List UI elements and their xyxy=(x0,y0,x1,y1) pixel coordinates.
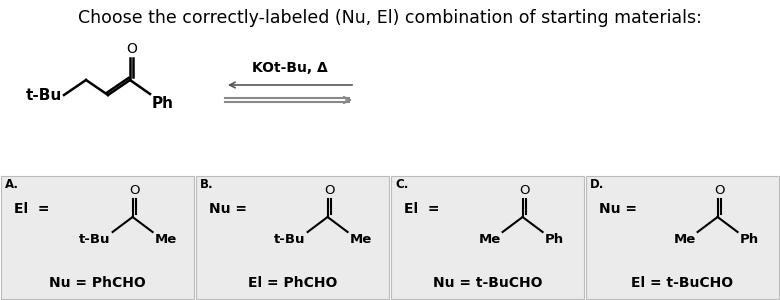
FancyBboxPatch shape xyxy=(391,176,584,299)
FancyBboxPatch shape xyxy=(1,176,194,299)
Text: Ph: Ph xyxy=(152,96,174,111)
Text: El  =: El = xyxy=(14,202,49,216)
FancyBboxPatch shape xyxy=(196,176,389,299)
Text: O: O xyxy=(129,184,140,197)
Text: C.: C. xyxy=(395,178,409,191)
Text: Me: Me xyxy=(349,233,372,246)
Text: D.: D. xyxy=(590,178,604,191)
Text: Nu = PhCHO: Nu = PhCHO xyxy=(49,276,146,290)
Text: KOt-Bu, Δ: KOt-Bu, Δ xyxy=(252,61,328,75)
Text: Me: Me xyxy=(673,233,696,246)
Text: Me: Me xyxy=(154,233,177,246)
Text: El = PhCHO: El = PhCHO xyxy=(248,276,337,290)
Text: Nu = t-BuCHO: Nu = t-BuCHO xyxy=(433,276,542,290)
Text: El  =: El = xyxy=(404,202,439,216)
Text: Ph: Ph xyxy=(544,233,564,246)
Text: El = t-BuCHO: El = t-BuCHO xyxy=(632,276,733,290)
Text: Nu =: Nu = xyxy=(209,202,247,216)
FancyBboxPatch shape xyxy=(586,176,779,299)
Text: A.: A. xyxy=(5,178,19,191)
Text: O: O xyxy=(714,184,725,197)
Text: Ph: Ph xyxy=(739,233,759,246)
Text: O: O xyxy=(519,184,530,197)
Text: O: O xyxy=(126,42,137,56)
Text: B.: B. xyxy=(200,178,214,191)
Text: Choose the correctly-labeled (Nu, El) combination of starting materials:: Choose the correctly-labeled (Nu, El) co… xyxy=(78,9,702,27)
Text: t-Bu: t-Bu xyxy=(26,88,62,103)
Text: O: O xyxy=(324,184,335,197)
Text: t-Bu: t-Bu xyxy=(274,233,306,246)
Text: Nu =: Nu = xyxy=(599,202,637,216)
Text: t-Bu: t-Bu xyxy=(79,233,111,246)
Text: Me: Me xyxy=(478,233,501,246)
